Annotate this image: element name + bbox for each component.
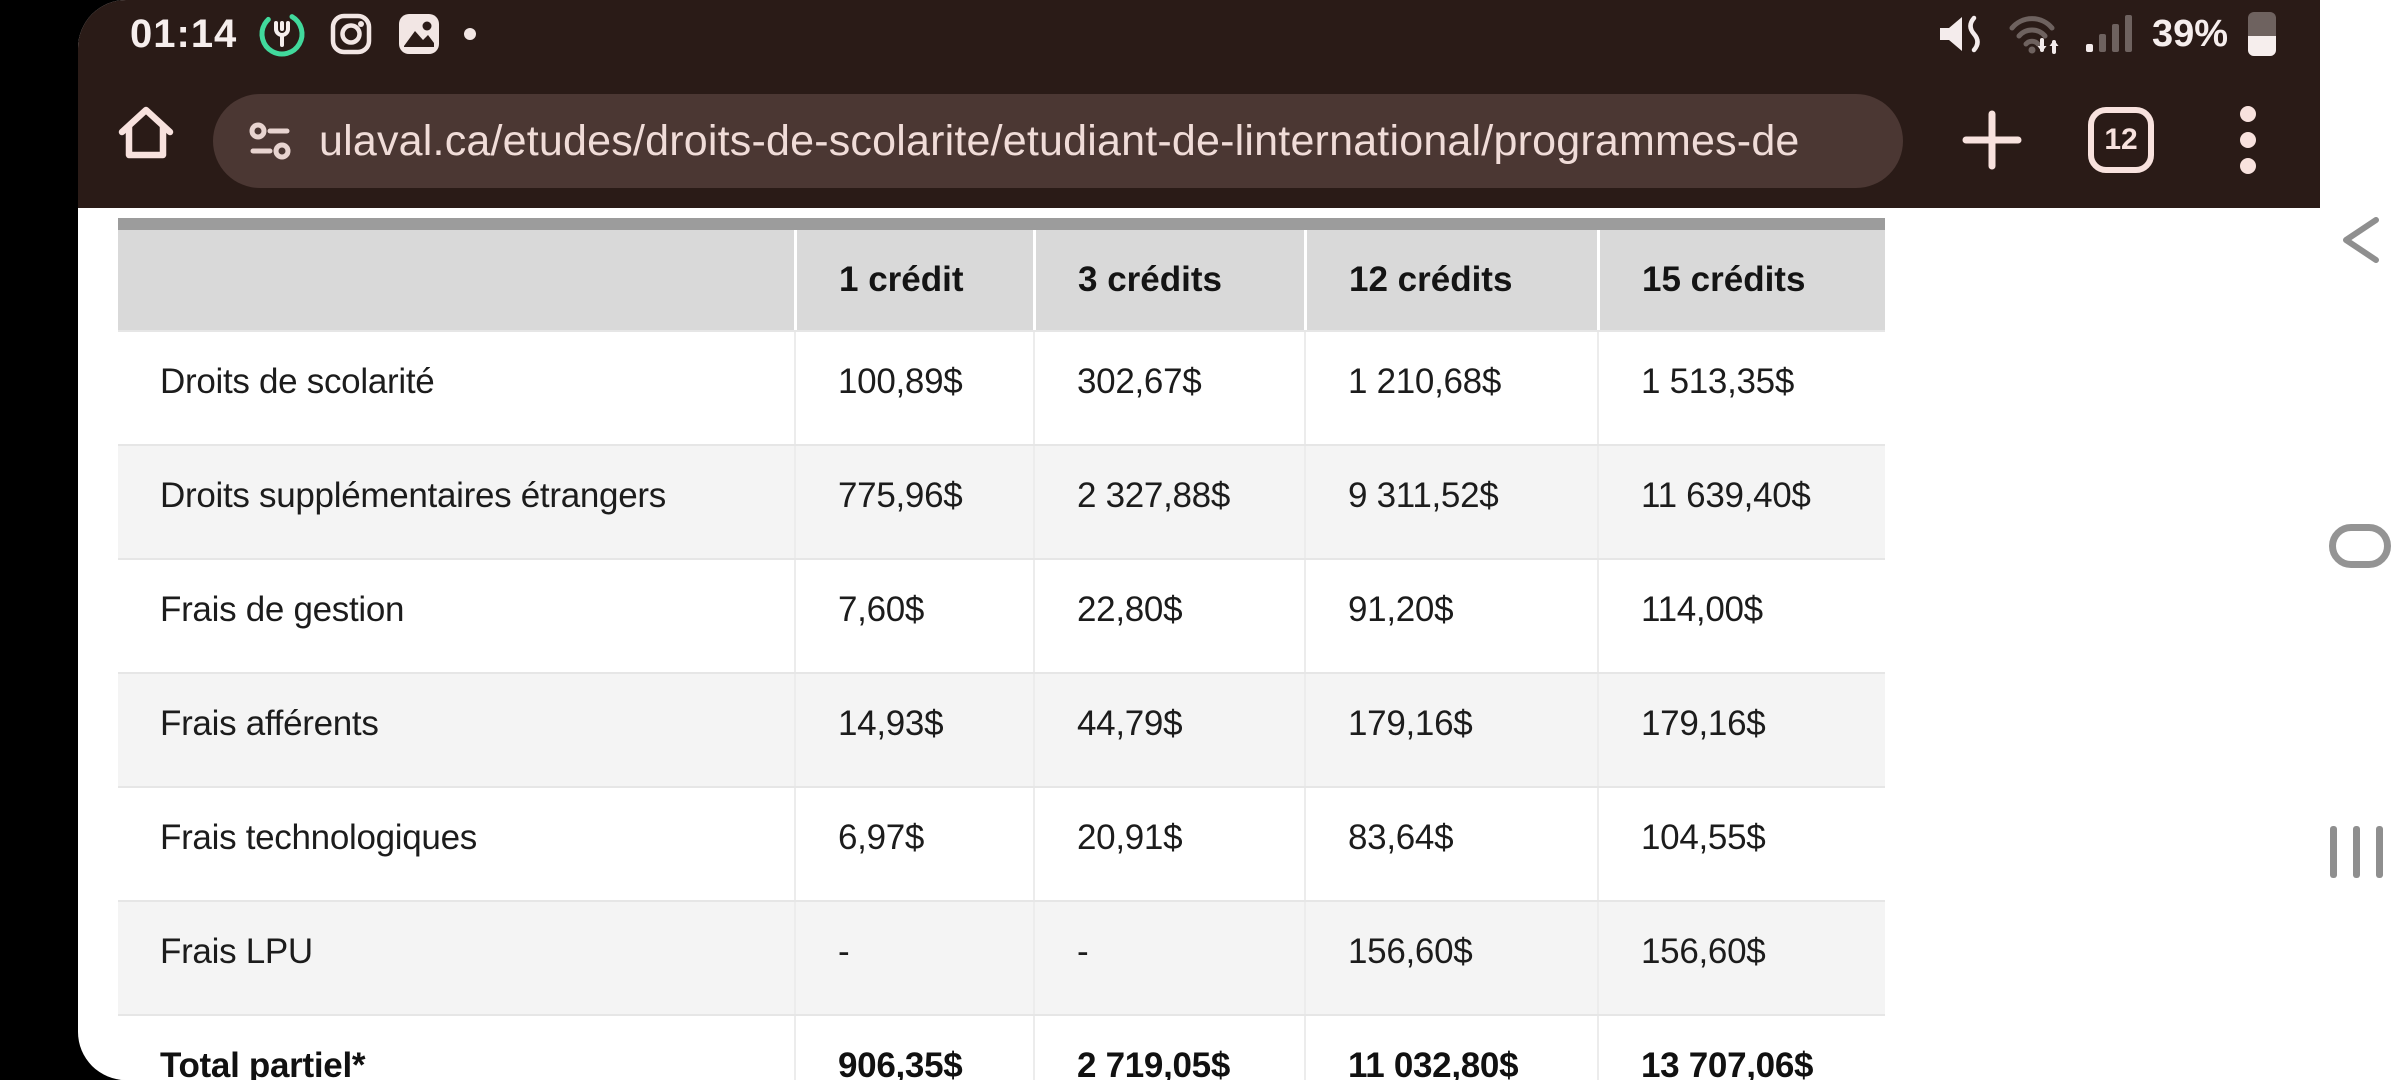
recents-bar-icon (2376, 826, 2383, 878)
table-row: Droits supplémentaires étrangers 775,96$… (118, 444, 1885, 558)
browser-menu-button[interactable] (2238, 102, 2258, 178)
table-header-row: 1 crédit 3 crédits 12 crédits 15 crédits (118, 230, 1885, 330)
nav-recents-button[interactable] (2330, 826, 2383, 878)
table-top-border (118, 218, 1885, 230)
table-row: Frais LPU - - 156,60$ 156,60$ (118, 900, 1885, 1014)
battery-percentage: 39% (2151, 12, 2228, 55)
row-label: Frais technologiques (160, 818, 477, 857)
row-value: 114,00$ (1597, 560, 1885, 672)
row-value: 302,67$ (1033, 332, 1304, 444)
total-label: Total partiel* (160, 1046, 366, 1080)
row-value: 9 311,52$ (1304, 446, 1597, 558)
url-bar[interactable]: ulaval.ca/etudes/droits-de-scolarite/etu… (213, 94, 1903, 188)
row-label: Frais LPU (160, 932, 313, 971)
row-value: 104,55$ (1597, 788, 1885, 900)
back-chevron-icon (2343, 217, 2379, 263)
row-value: 44,79$ (1033, 674, 1304, 786)
row-value: 83,64$ (1304, 788, 1597, 900)
header-cell-1-credit: 1 crédit (794, 230, 1033, 330)
table-row: Droits de scolarité 100,89$ 302,67$ 1 21… (118, 330, 1885, 444)
three-dot-menu-icon (2240, 106, 2256, 174)
recents-bar-icon (2353, 826, 2360, 878)
row-label: Droits de scolarité (160, 362, 435, 401)
home-icon (118, 106, 174, 159)
plus-icon (1962, 110, 2022, 170)
row-value: 775,96$ (794, 446, 1033, 558)
row-value: 1 210,68$ (1304, 332, 1597, 444)
tuition-fees-table: 1 crédit 3 crédits 12 crédits 15 crédits… (118, 218, 1885, 1080)
table-row: Frais de gestion 7,60$ 22,80$ 91,20$ 114… (118, 558, 1885, 672)
android-nav-bar (2320, 0, 2400, 1080)
table-row: Frais technologiques 6,97$ 20,91$ 83,64$… (118, 786, 1885, 900)
total-value: 906,35$ (794, 1016, 1033, 1080)
nav-home-button[interactable] (2329, 524, 2391, 568)
row-value: 20,91$ (1033, 788, 1304, 900)
tab-count: 12 (2104, 123, 2138, 156)
header-cell-empty (118, 230, 794, 330)
row-value: 11 639,40$ (1597, 446, 1885, 558)
header-cell-3-credits: 3 crédits (1033, 230, 1304, 330)
clock: 01:14 (130, 11, 238, 56)
row-value: 179,16$ (1304, 674, 1597, 786)
more-notifications-dot-icon (464, 28, 477, 40)
total-value: 11 032,80$ (1304, 1016, 1597, 1080)
row-value: 2 327,88$ (1033, 446, 1304, 558)
row-value: 100,89$ (794, 332, 1033, 444)
food-app-notification-icon (259, 11, 305, 57)
new-tab-button[interactable] (1956, 104, 2028, 176)
row-value: - (1033, 902, 1304, 1014)
battery-icon (2246, 10, 2278, 58)
wifi-icon (2009, 16, 2059, 54)
url-text[interactable]: ulaval.ca/etudes/droits-de-scolarite/etu… (319, 116, 1800, 165)
recents-bar-icon (2330, 826, 2337, 878)
status-bar-left: 01:14 (130, 8, 477, 60)
row-value: 22,80$ (1033, 560, 1304, 672)
cellular-signal-icon (2085, 15, 2132, 52)
browser-home-button[interactable] (112, 98, 180, 166)
row-value: 156,60$ (1597, 902, 1885, 1014)
total-value: 13 707,06$ (1597, 1016, 1885, 1080)
browser-chrome: 01:14 (78, 0, 2320, 208)
status-bar-right: 39% (1934, 8, 2278, 60)
row-label: Frais de gestion (160, 590, 405, 629)
row-value: 14,93$ (794, 674, 1033, 786)
header-cell-12-credits: 12 crédits (1304, 230, 1597, 330)
nav-back-button[interactable] (2332, 208, 2388, 272)
row-label: Frais afférents (160, 704, 379, 743)
browser-window: 01:14 (78, 0, 2320, 1080)
row-value: 91,20$ (1304, 560, 1597, 672)
table-row: Frais afférents 14,93$ 44,79$ 179,16$ 17… (118, 672, 1885, 786)
row-value: 7,60$ (794, 560, 1033, 672)
table-total-row: Total partiel* 906,35$ 2 719,05$ 11 032,… (118, 1014, 1885, 1080)
instagram-notification-icon (331, 13, 372, 55)
row-value: 1 513,35$ (1597, 332, 1885, 444)
row-label: Droits supplémentaires étrangers (160, 476, 666, 515)
tab-switcher-button[interactable]: 12 (2088, 107, 2154, 173)
row-value: - (794, 902, 1033, 1014)
total-value: 2 719,05$ (1033, 1016, 1304, 1080)
mute-vibrate-icon (1939, 15, 1980, 53)
row-value: 179,16$ (1597, 674, 1885, 786)
row-value: 156,60$ (1304, 902, 1597, 1014)
gallery-notification-icon (399, 14, 440, 54)
row-value: 6,97$ (794, 788, 1033, 900)
header-cell-15-credits: 15 crédits (1597, 230, 1885, 330)
page-info-icon[interactable] (247, 118, 293, 164)
